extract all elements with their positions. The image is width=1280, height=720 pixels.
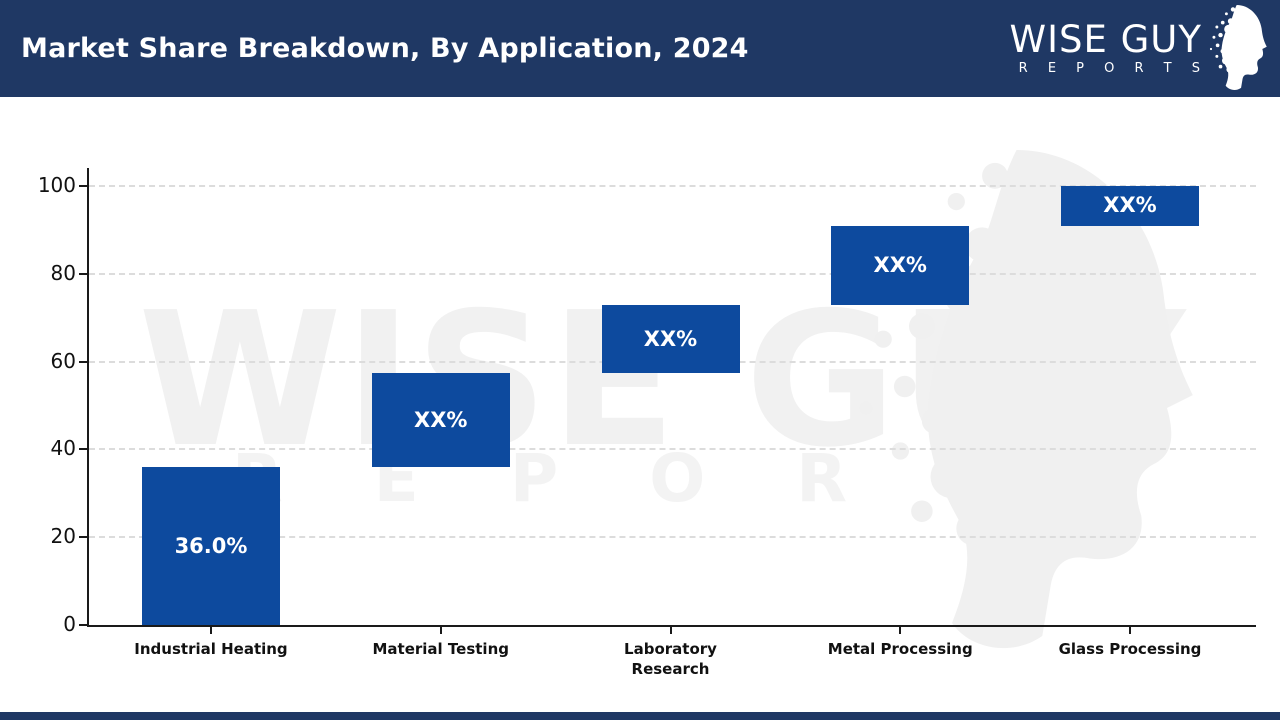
bar-value-label: XX% — [1103, 193, 1157, 217]
page-title: Market Share Breakdown, By Application, … — [21, 33, 749, 64]
bar-value-label: XX% — [414, 407, 468, 432]
y-tick-label: 80 — [50, 260, 76, 285]
y-tick-label: 40 — [50, 436, 76, 461]
x-axis-label: Glass Processing — [1058, 640, 1202, 658]
logo-wordmark: WISE GUY — [1009, 18, 1202, 61]
gridline-40 — [89, 448, 1256, 451]
wise-guy-logo-text: WISE GUY R E P O R T S — [1010, 21, 1202, 76]
gridline-80 — [89, 272, 1256, 275]
y-axis-line — [87, 168, 89, 627]
x-tick-mark — [669, 627, 672, 634]
y-tick-label: 60 — [50, 348, 76, 373]
x-tick-mark — [210, 627, 212, 634]
footer-bar — [0, 712, 1280, 720]
wise-guy-logo: WISE GUY R E P O R T S — [1010, 4, 1280, 93]
bar-value-label: XX% — [643, 326, 698, 351]
x-axis-label: Metal Processing — [827, 640, 973, 658]
bar-industrial-heating — [142, 466, 280, 625]
x-axis-label: Material Testing — [372, 640, 510, 658]
x-axis-label: Laboratory Research — [624, 640, 717, 679]
x-tick-mark — [899, 627, 902, 634]
y-tick-label: 0 — [63, 612, 76, 636]
x-tick-mark — [439, 627, 442, 634]
gridline-20 — [89, 536, 1256, 539]
gridline-100 — [89, 185, 1256, 187]
bar-material-testing — [371, 372, 510, 467]
x-tick-mark — [1129, 627, 1131, 634]
logo-subtext: R E P O R T S — [1018, 61, 1208, 76]
y-tick-label: 100 — [37, 173, 76, 197]
x-axis-label: Industrial Heating — [134, 640, 288, 658]
bar-value-label: XX% — [873, 252, 927, 277]
y-tick-mark — [79, 448, 87, 451]
y-tick-mark — [79, 360, 87, 363]
x-axis-line — [87, 625, 1256, 627]
y-tick-mark — [79, 272, 87, 275]
y-tick-mark — [79, 624, 87, 626]
bar-laboratory-research — [601, 304, 740, 373]
header-bar: Market Share Breakdown, By Application, … — [0, 0, 1280, 97]
y-tick-mark — [79, 536, 87, 539]
y-tick-label: 20 — [50, 524, 76, 549]
bar-value-label: 36.0% — [174, 533, 248, 558]
wise-guy-head-icon — [1209, 4, 1267, 90]
y-tick-mark — [79, 185, 87, 187]
